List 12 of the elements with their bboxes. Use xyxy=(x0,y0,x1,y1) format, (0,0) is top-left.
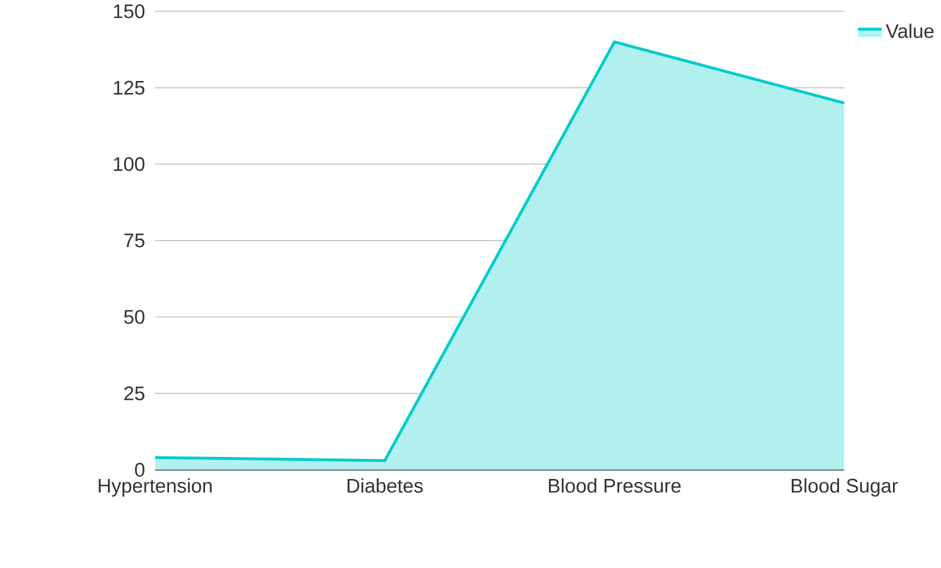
y-tick-label: 25 xyxy=(124,386,144,400)
y-tick-label: 75 xyxy=(124,234,144,248)
x-tick-label: Hypertension xyxy=(98,478,212,496)
x-tick-label: Blood Pressure xyxy=(548,478,681,493)
legend-label: Value xyxy=(886,24,934,38)
y-tick-label: 50 xyxy=(124,310,144,324)
y-tick-label: 150 xyxy=(114,4,144,18)
y-tick-label: 100 xyxy=(114,157,144,171)
x-tick-label: Blood Sugar xyxy=(792,478,898,496)
y-tick-label: 0 xyxy=(135,462,144,477)
x-tick-label: Diabetes xyxy=(348,478,423,493)
y-tick-label: 125 xyxy=(114,80,144,94)
